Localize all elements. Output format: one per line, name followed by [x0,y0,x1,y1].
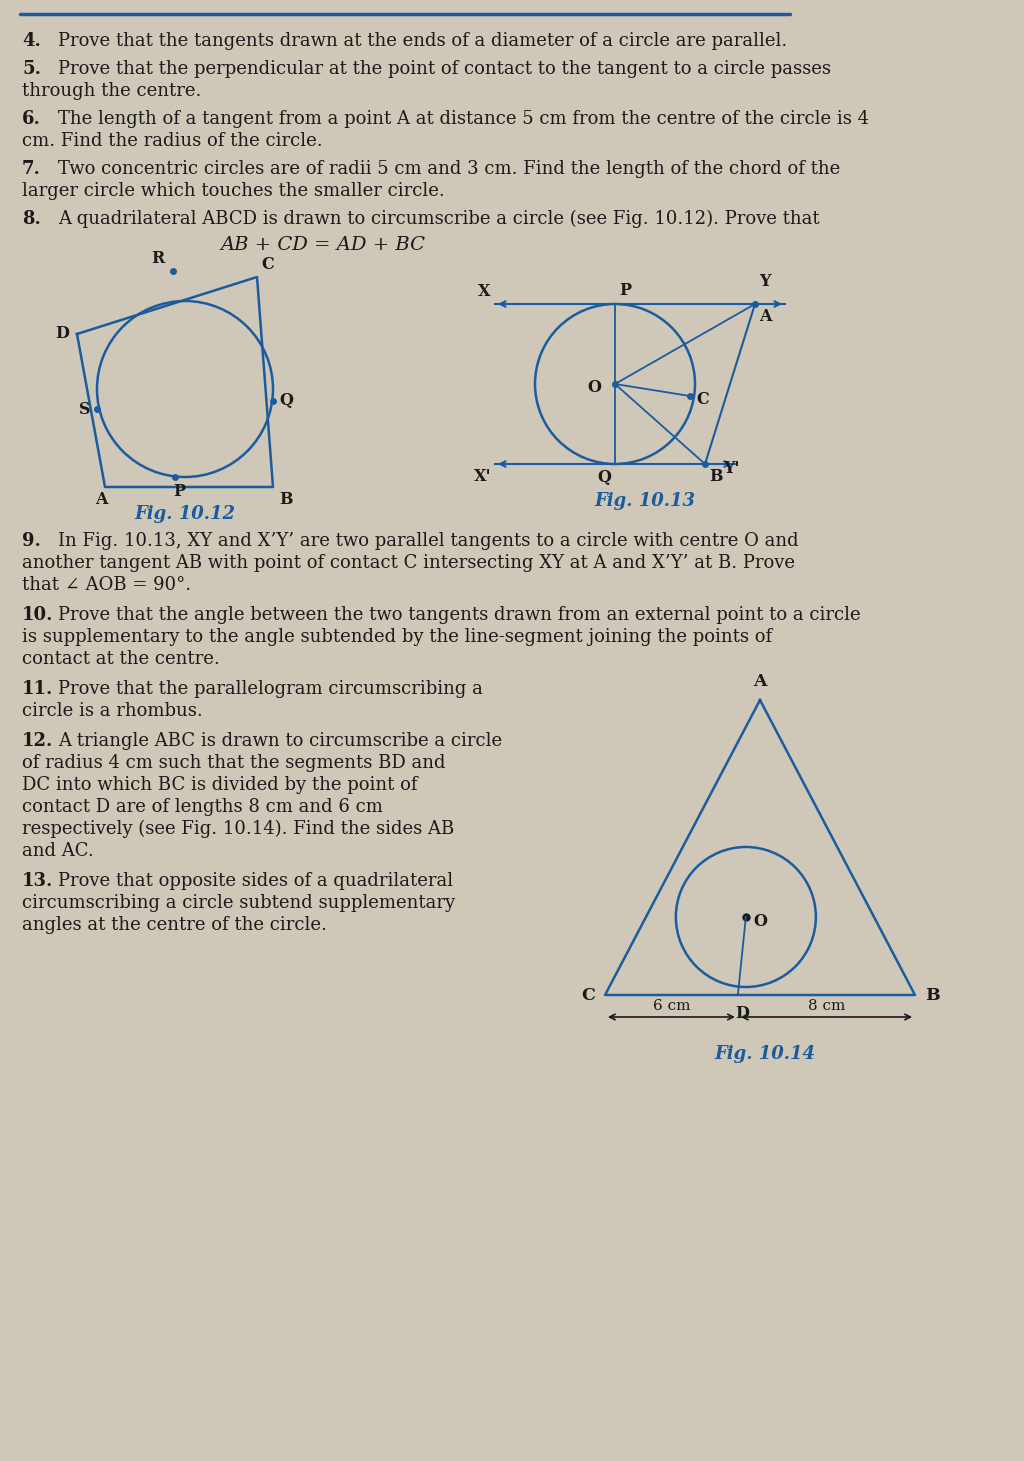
Text: 6 cm: 6 cm [652,999,690,1012]
Text: A quadrilateral ABCD is drawn to circumscribe a circle (see Fig. 10.12). Prove t: A quadrilateral ABCD is drawn to circums… [58,210,819,228]
Text: contact at the centre.: contact at the centre. [22,650,220,668]
Text: C: C [582,986,595,1004]
Text: Q: Q [279,393,293,409]
Text: respectively (see Fig. 10.14). Find the sides AB: respectively (see Fig. 10.14). Find the … [22,820,455,839]
Text: Two concentric circles are of radii 5 cm and 3 cm. Find the length of the chord : Two concentric circles are of radii 5 cm… [58,161,841,178]
Text: of radius 4 cm such that the segments BD and: of radius 4 cm such that the segments BD… [22,754,445,771]
Text: Y': Y' [723,460,739,476]
Text: D: D [55,326,69,342]
Text: Y: Y [759,273,770,289]
Text: P: P [618,282,631,300]
Text: that ∠ AOB = 90°.: that ∠ AOB = 90°. [22,576,191,595]
Text: A: A [95,491,108,508]
Text: B: B [279,491,293,508]
Text: 8 cm: 8 cm [808,999,845,1012]
Text: circumscribing a circle subtend supplementary: circumscribing a circle subtend suppleme… [22,894,455,912]
Text: another tangent AB with point of contact C intersecting XY at A and X’Y’ at B. P: another tangent AB with point of contact… [22,554,795,573]
Text: R: R [152,250,165,267]
Text: O: O [587,378,601,396]
Text: In Fig. 10.13, XY and X’Y’ are two parallel tangents to a circle with centre O a: In Fig. 10.13, XY and X’Y’ are two paral… [58,532,799,549]
Text: circle is a rhombus.: circle is a rhombus. [22,701,203,720]
Text: Prove that the parallelogram circumscribing a: Prove that the parallelogram circumscrib… [58,679,483,698]
Text: 7.: 7. [22,161,41,178]
Text: C: C [261,256,273,273]
Text: 10.: 10. [22,606,53,624]
Text: through the centre.: through the centre. [22,82,202,99]
Text: 6.: 6. [22,110,41,129]
Text: 5.: 5. [22,60,41,77]
Text: and AC.: and AC. [22,842,94,861]
Text: 4.: 4. [22,32,41,50]
Text: Fig. 10.12: Fig. 10.12 [134,506,236,523]
Text: DC into which BC is divided by the point of: DC into which BC is divided by the point… [22,776,418,793]
Text: 9.: 9. [22,532,41,549]
Text: cm. Find the radius of the circle.: cm. Find the radius of the circle. [22,131,323,150]
Text: contact D are of lengths 8 cm and 6 cm: contact D are of lengths 8 cm and 6 cm [22,798,383,817]
Text: 8.: 8. [22,210,41,228]
Text: C: C [696,390,709,408]
Text: B: B [709,468,723,485]
Text: X: X [478,283,490,300]
Text: B: B [925,986,940,1004]
Text: A: A [759,308,771,324]
Text: S: S [80,400,91,418]
Text: 12.: 12. [22,732,53,749]
Text: Fig. 10.13: Fig. 10.13 [595,492,695,510]
Text: A: A [754,674,767,690]
Text: 11.: 11. [22,679,53,698]
Text: P: P [173,484,185,500]
Text: Q: Q [597,469,611,487]
Text: Prove that the perpendicular at the point of contact to the tangent to a circle : Prove that the perpendicular at the poin… [58,60,831,77]
Text: angles at the centre of the circle.: angles at the centre of the circle. [22,916,327,934]
Text: Prove that the tangents drawn at the ends of a diameter of a circle are parallel: Prove that the tangents drawn at the end… [58,32,787,50]
Text: A triangle ABC is drawn to circumscribe a circle: A triangle ABC is drawn to circumscribe … [58,732,502,749]
Text: D: D [735,1005,749,1023]
Text: Prove that the angle between the two tangents drawn from an external point to a : Prove that the angle between the two tan… [58,606,860,624]
Text: X': X' [473,468,490,485]
Text: 13.: 13. [22,872,53,890]
Text: Fig. 10.14: Fig. 10.14 [715,1045,815,1064]
Text: larger circle which touches the smaller circle.: larger circle which touches the smaller … [22,183,444,200]
Text: O: O [754,913,768,929]
Text: The length of a tangent from a point A at distance 5 cm from the centre of the c: The length of a tangent from a point A a… [58,110,869,129]
Text: AB + CD = AD + BC: AB + CD = AD + BC [220,237,425,254]
Text: is supplementary to the angle subtended by the line-segment joining the points o: is supplementary to the angle subtended … [22,628,772,646]
Text: Prove that opposite sides of a quadrilateral: Prove that opposite sides of a quadrilat… [58,872,454,890]
